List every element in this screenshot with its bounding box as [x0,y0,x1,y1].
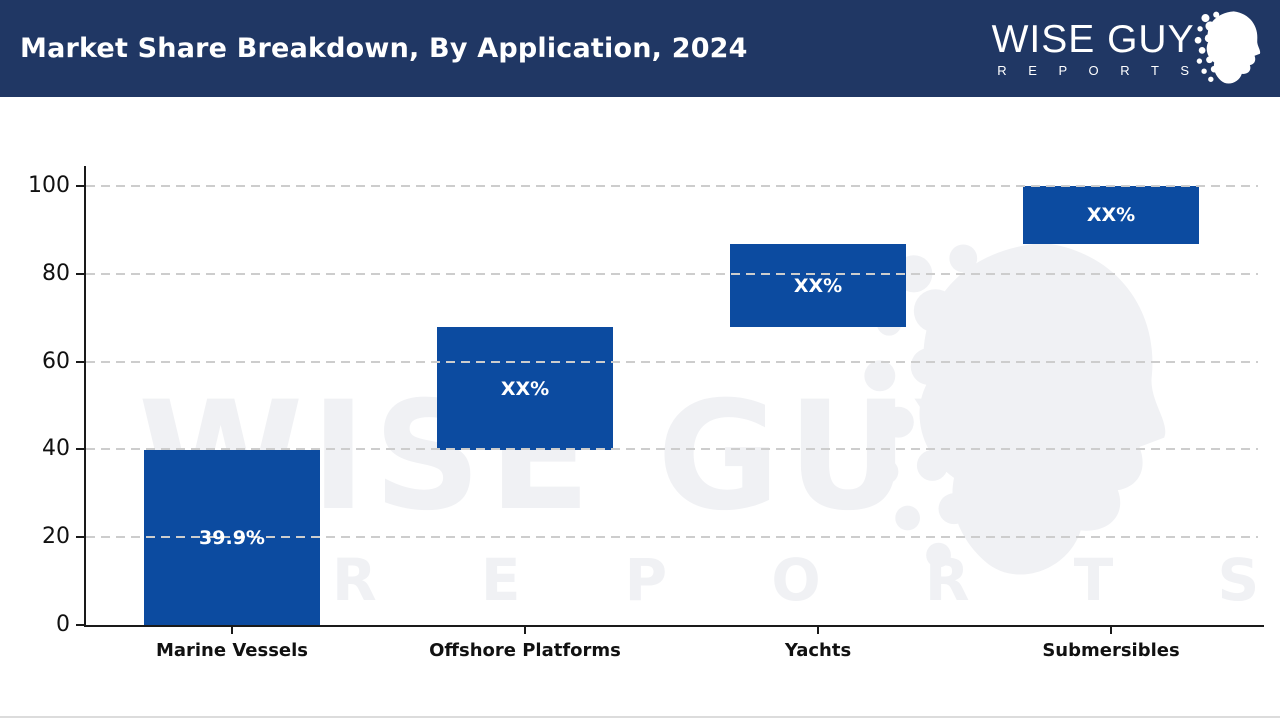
logo-primary-text: WISE GUY [991,17,1195,61]
x-category-label-offshore-platforms: Offshore Platforms [429,640,621,661]
x-axis-line [84,625,1264,627]
gridline-100 [86,185,1258,187]
bottom-hairline [0,716,1280,718]
gridline-20 [86,536,1258,538]
x-category-label-yachts: Yachts [784,640,852,661]
bar-value-label-yachts: XX% [793,275,843,297]
y-tick-mark-0 [76,624,85,626]
y-tick-mark-60 [76,361,85,363]
header-band: Market Share Breakdown, By Application, … [0,0,1280,97]
y-tick-mark-80 [76,273,85,275]
y-tick-mark-20 [76,536,85,538]
y-tick-label-0: 0 [56,612,70,637]
gridline-80 [86,273,1258,275]
y-tick-label-40: 40 [42,436,70,461]
y-tick-label-80: 80 [42,261,70,286]
wise-guy-reports-logo: WISE GUY R E P O R T S [988,4,1266,94]
bar-value-label-marine-vessels: 39.9% [199,527,265,549]
x-tick-mark-submersibles [1110,627,1112,634]
bar-value-label-submersibles: XX% [1086,204,1136,226]
watermark-secondary-text: R E P O R T S [332,546,1280,614]
bar-offshore-platforms [437,327,613,450]
y-tick-mark-100 [76,185,85,187]
bar-submersibles [1023,186,1199,244]
logo-text: WISE GUY R E P O R T S [988,17,1198,80]
y-axis-line [84,166,86,627]
bar-yachts [730,244,906,327]
bar-value-label-offshore-platforms: XX% [500,378,550,400]
logo-secondary-text: R E P O R T S [997,62,1198,78]
page-title: Market Share Breakdown, By Application, … [20,33,748,64]
y-tick-label-100: 100 [28,173,70,198]
x-tick-mark-offshore-platforms [524,627,526,634]
y-tick-label-20: 20 [42,524,70,549]
y-tick-mark-40 [76,448,85,450]
logo-face-icon [1194,11,1261,84]
gridline-60 [86,361,1258,363]
x-tick-mark-yachts [817,627,819,634]
x-tick-mark-marine-vessels [231,627,233,634]
x-category-label-marine-vessels: Marine Vessels [155,640,309,661]
x-category-label-submersibles: Submersibles [1042,640,1180,661]
gridline-40 [86,448,1258,450]
y-tick-label-60: 60 [42,349,70,374]
